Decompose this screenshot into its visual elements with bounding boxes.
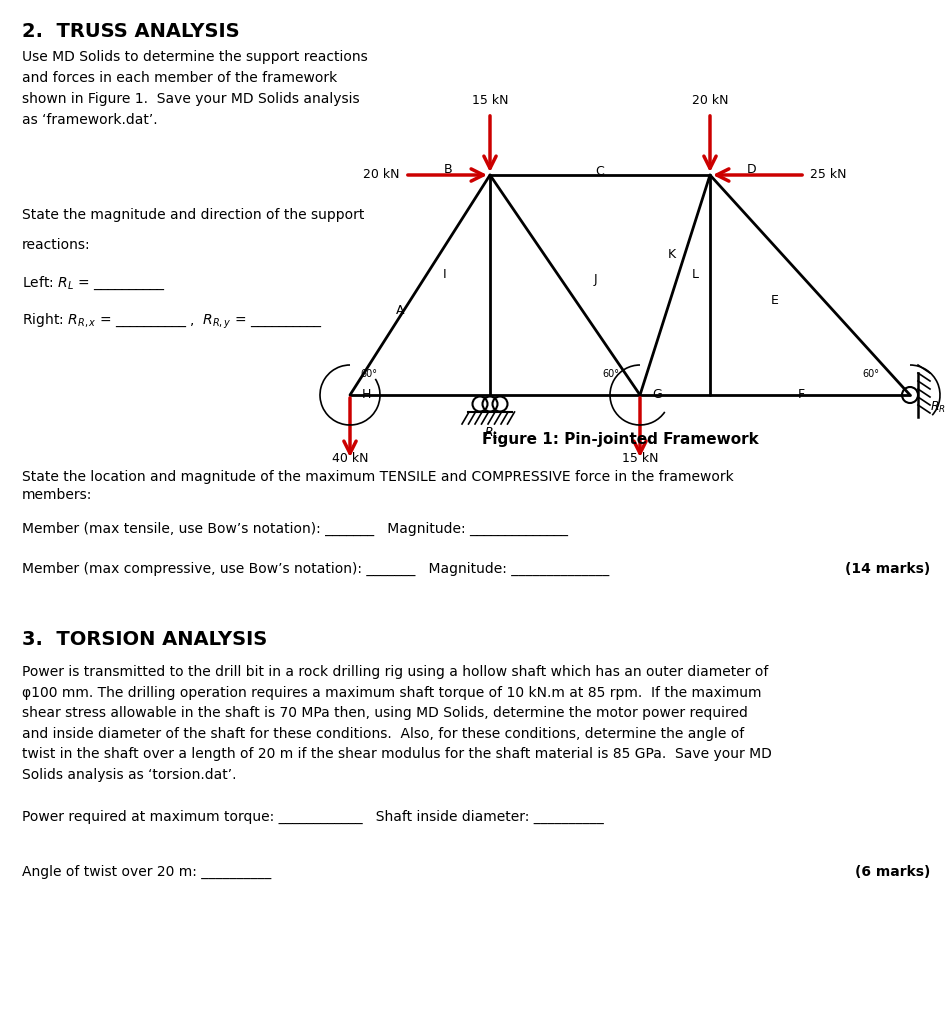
Text: (14 marks): (14 marks) <box>845 562 930 576</box>
Text: State the location and magnitude of the maximum TENSILE and COMPRESSIVE force in: State the location and magnitude of the … <box>22 470 734 484</box>
Text: (6 marks): (6 marks) <box>855 865 930 879</box>
Text: F: F <box>798 388 805 401</box>
Text: 60°: 60° <box>862 369 879 379</box>
Text: 15 kN: 15 kN <box>622 452 658 465</box>
Text: Use MD Solids to determine the support reactions
and forces in each member of th: Use MD Solids to determine the support r… <box>22 50 368 127</box>
Text: C: C <box>595 165 605 178</box>
Text: Angle of twist over 20 m: __________: Angle of twist over 20 m: __________ <box>22 865 271 880</box>
Text: G: G <box>652 388 662 401</box>
Text: Left: $R_L$ = __________: Left: $R_L$ = __________ <box>22 275 165 292</box>
Text: Member (max tensile, use Bow’s notation): _______   Magnitude: ______________: Member (max tensile, use Bow’s notation)… <box>22 522 568 536</box>
Text: I: I <box>443 269 447 281</box>
Text: D: D <box>747 163 757 176</box>
Text: 20 kN: 20 kN <box>363 169 400 182</box>
Text: $R_L$: $R_L$ <box>484 426 500 441</box>
Text: 20 kN: 20 kN <box>692 94 728 107</box>
Text: reactions:: reactions: <box>22 238 91 252</box>
Text: 25 kN: 25 kN <box>810 169 847 182</box>
Text: State the magnitude and direction of the support: State the magnitude and direction of the… <box>22 208 364 222</box>
Text: 60°: 60° <box>360 369 377 379</box>
Text: Figure 1: Pin-jointed Framework: Figure 1: Pin-jointed Framework <box>482 432 758 447</box>
Text: H: H <box>362 388 372 401</box>
Text: 60°: 60° <box>602 369 619 379</box>
Text: 40 kN: 40 kN <box>332 452 368 465</box>
Text: 2.  TRUSS ANALYSIS: 2. TRUSS ANALYSIS <box>22 22 240 41</box>
Text: Member (max compressive, use Bow’s notation): _______   Magnitude: _____________: Member (max compressive, use Bow’s notat… <box>22 562 610 576</box>
Text: E: E <box>771 293 779 306</box>
Text: Power required at maximum torque: ____________   Shaft inside diameter: ________: Power required at maximum torque: ______… <box>22 810 604 824</box>
Text: L: L <box>691 269 699 281</box>
Text: B: B <box>444 163 452 176</box>
Text: 3.  TORSION ANALYSIS: 3. TORSION ANALYSIS <box>22 630 267 649</box>
Text: 15 kN: 15 kN <box>472 94 508 107</box>
Text: $R_R$: $R_R$ <box>930 399 946 415</box>
Text: A: A <box>395 303 404 316</box>
Text: Power is transmitted to the drill bit in a rock drilling rig using a hollow shaf: Power is transmitted to the drill bit in… <box>22 665 772 782</box>
Text: J: J <box>593 274 597 286</box>
Text: K: K <box>668 249 676 262</box>
Text: members:: members: <box>22 488 92 502</box>
Text: Right: $R_{R,x}$ = __________ ,  $R_{R,y}$ = __________: Right: $R_{R,x}$ = __________ , $R_{R,y}… <box>22 312 322 332</box>
